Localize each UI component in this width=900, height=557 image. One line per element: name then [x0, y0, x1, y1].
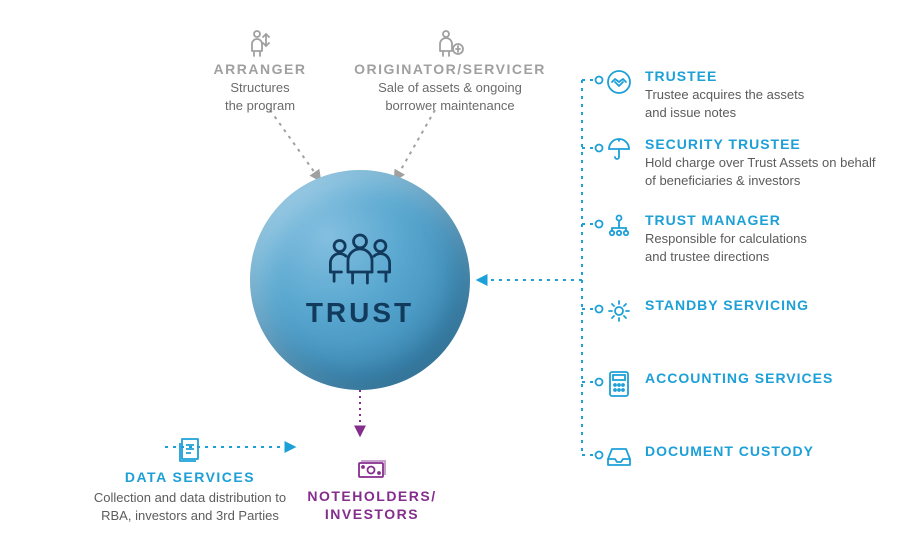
- umbrella-icon: [605, 136, 633, 164]
- service-trustee: TRUSTEE Trustee acquires the assetsand i…: [605, 68, 804, 121]
- arranger-icon: [190, 27, 330, 57]
- people-icon: [323, 231, 397, 287]
- trust-label: TRUST: [306, 297, 414, 329]
- service-trust-manager: TRUST MANAGER Responsible for calculatio…: [605, 212, 807, 265]
- originator-icon: [340, 27, 560, 57]
- service-accounting-services: ACCOUNTING SERVICES: [605, 370, 833, 398]
- trust-circle: TRUST: [250, 170, 470, 390]
- cash-icon: [357, 459, 387, 481]
- right-services: TRUSTEE Trustee acquires the assetsand i…: [605, 68, 885, 495]
- service-standby-servicing: STANDBY SERVICING: [605, 297, 809, 325]
- orgchart-icon: [605, 212, 633, 240]
- data-services: DATA SERVICES Collection and data distri…: [60, 437, 320, 525]
- service-document-custody: DOCUMENT CUSTODY: [605, 443, 814, 471]
- service-security-trustee: SECURITY TRUSTEE Hold charge over Trust …: [605, 136, 876, 189]
- noteholders: NOTEHOLDERS/INVESTORS: [302, 459, 442, 523]
- arranger: ARRANGER Structuresthe program: [190, 27, 330, 114]
- originator: ORIGINATOR/SERVICER Sale of assets & ong…: [340, 27, 560, 114]
- tray-icon: [605, 443, 633, 471]
- document-icon: [177, 437, 203, 463]
- gear-icon: [605, 297, 633, 325]
- calculator-icon: [605, 370, 633, 398]
- handshake-icon: [605, 68, 633, 96]
